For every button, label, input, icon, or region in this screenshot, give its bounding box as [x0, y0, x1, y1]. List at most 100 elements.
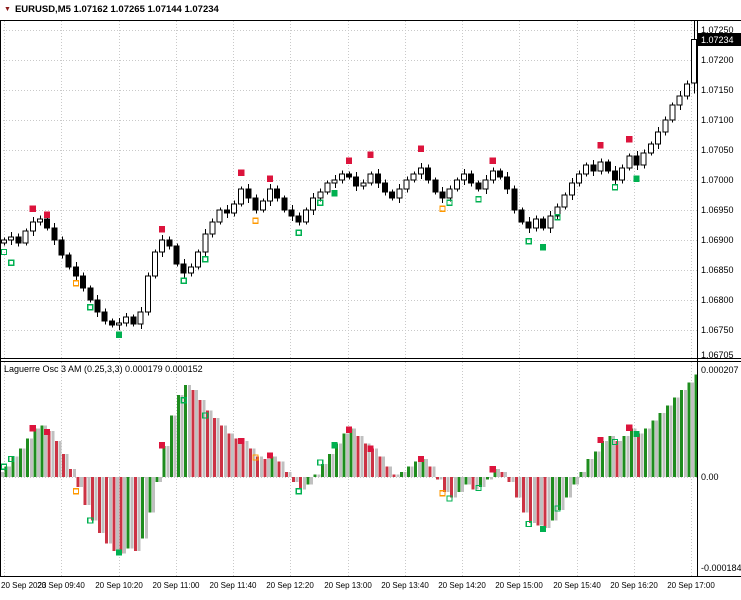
osc-aux-bar	[353, 428, 357, 477]
bull-candle	[453, 179, 460, 190]
signal-marker-red-filled	[417, 145, 424, 152]
osc-main-bar	[234, 438, 238, 477]
bear-candle	[51, 227, 58, 241]
osc-aux-bar	[374, 448, 378, 477]
osc-main-bar	[349, 428, 353, 477]
osc-aux-bar	[36, 428, 40, 477]
signal-marker-red-filled	[238, 438, 245, 445]
osc-aux-bar	[532, 476, 536, 523]
osc-main-bar	[450, 476, 454, 498]
osc-main-bar	[665, 405, 669, 477]
bear-candle	[590, 164, 597, 172]
osc-aux-bar	[461, 476, 464, 493]
signal-marker-red-filled	[238, 169, 245, 176]
signal-marker-red-filled	[43, 428, 51, 435]
time-axis-label: 20 Sep 16:20	[610, 581, 658, 590]
osc-aux-bar	[223, 425, 227, 477]
symbol-label: EURUSD,M5	[14, 4, 71, 15]
osc-aux-bar	[108, 476, 112, 544]
osc-aux-bar	[576, 476, 579, 485]
osc-aux-bar	[22, 448, 26, 477]
bear-candle	[511, 188, 518, 211]
bull-candle	[324, 182, 331, 193]
bear-candle	[281, 197, 288, 211]
bull-candle	[568, 182, 575, 196]
osc-aux-bar	[662, 412, 666, 477]
bull-candle	[8, 236, 15, 241]
osc-aux-bar	[396, 474, 400, 477]
bear-candle	[223, 209, 230, 214]
signal-marker-red-filled	[266, 175, 273, 182]
bull-candle	[417, 167, 424, 175]
osc-main-bar	[327, 453, 331, 477]
osc-aux-bar	[439, 476, 443, 480]
osc-main-bar	[385, 466, 389, 477]
osc-main-bar	[40, 425, 44, 477]
price-axis-label: 1.06950	[701, 205, 734, 215]
time-axis-label: 20 Sep 15:40	[553, 581, 601, 590]
bull-candle	[331, 179, 338, 184]
bull-candle	[317, 191, 324, 199]
osc-aux-bar	[496, 469, 500, 477]
bear-candle	[288, 209, 295, 217]
bull-candle	[683, 83, 690, 97]
bull-candle	[403, 179, 410, 190]
bull-candle	[583, 164, 590, 175]
bear-candle	[425, 167, 432, 181]
osc-aux-bar	[676, 397, 680, 477]
bull-candle	[195, 251, 202, 268]
signal-marker-green-filled	[115, 331, 123, 338]
osc-main-bar	[565, 476, 569, 498]
bull-candle	[691, 39, 697, 84]
osc-main-bar	[133, 476, 137, 552]
osc-aux-bar	[425, 459, 429, 477]
bull-candle	[310, 197, 317, 211]
signal-marker-green-hollow	[0, 463, 8, 470]
price-axis-label: 1.06900	[701, 235, 734, 245]
current-price-tag: 1.07234	[698, 33, 741, 46]
bull-candle	[640, 152, 647, 166]
osc-main-bar	[126, 476, 130, 549]
osc-main-bar	[586, 459, 590, 477]
signal-marker-green-filled	[331, 190, 338, 197]
osc-main-bar	[292, 476, 295, 482]
bull-candle	[396, 188, 403, 199]
osc-main-bar	[629, 428, 633, 477]
bear-candle	[353, 176, 360, 187]
bear-candle	[274, 188, 281, 199]
signal-marker-orange-hollow	[252, 217, 259, 224]
osc-main-bar	[557, 476, 561, 511]
osc-aux-bar	[410, 466, 414, 477]
bear-candle	[180, 263, 187, 274]
osc-aux-bar	[453, 476, 457, 498]
signal-marker-green-hollow	[317, 199, 324, 206]
signal-marker-green-hollow	[180, 277, 187, 284]
osc-main-bar	[680, 389, 684, 477]
osc-aux-bar	[72, 469, 76, 477]
osc-main-bar	[507, 476, 511, 482]
bull-candle	[554, 206, 561, 217]
time-axis-label: 20 Sep 12:20	[266, 581, 314, 590]
osc-aux-bar	[554, 476, 558, 521]
osc-aux-bar	[65, 453, 69, 477]
signal-marker-red-filled	[345, 426, 353, 433]
bull-candle	[410, 173, 417, 181]
osc-main-bar	[177, 395, 180, 477]
signal-marker-green-hollow	[446, 199, 453, 206]
osc-aux-bar	[403, 471, 407, 477]
bull-candle	[116, 322, 122, 326]
osc-main-bar	[284, 471, 288, 477]
osc-main-bar	[18, 448, 22, 477]
osc-aux-bar	[180, 395, 184, 477]
bear-candle	[633, 155, 640, 166]
signal-marker-orange-hollow	[72, 488, 80, 495]
price-axis-label: 1.07200	[701, 55, 734, 65]
bear-candle	[44, 218, 51, 229]
bear-candle	[72, 266, 79, 277]
signal-marker-red-filled	[626, 136, 633, 143]
osc-aux-bar	[80, 476, 84, 488]
osc-main-bar	[277, 461, 281, 477]
bull-candle	[123, 316, 130, 324]
bear-candle	[245, 188, 252, 199]
